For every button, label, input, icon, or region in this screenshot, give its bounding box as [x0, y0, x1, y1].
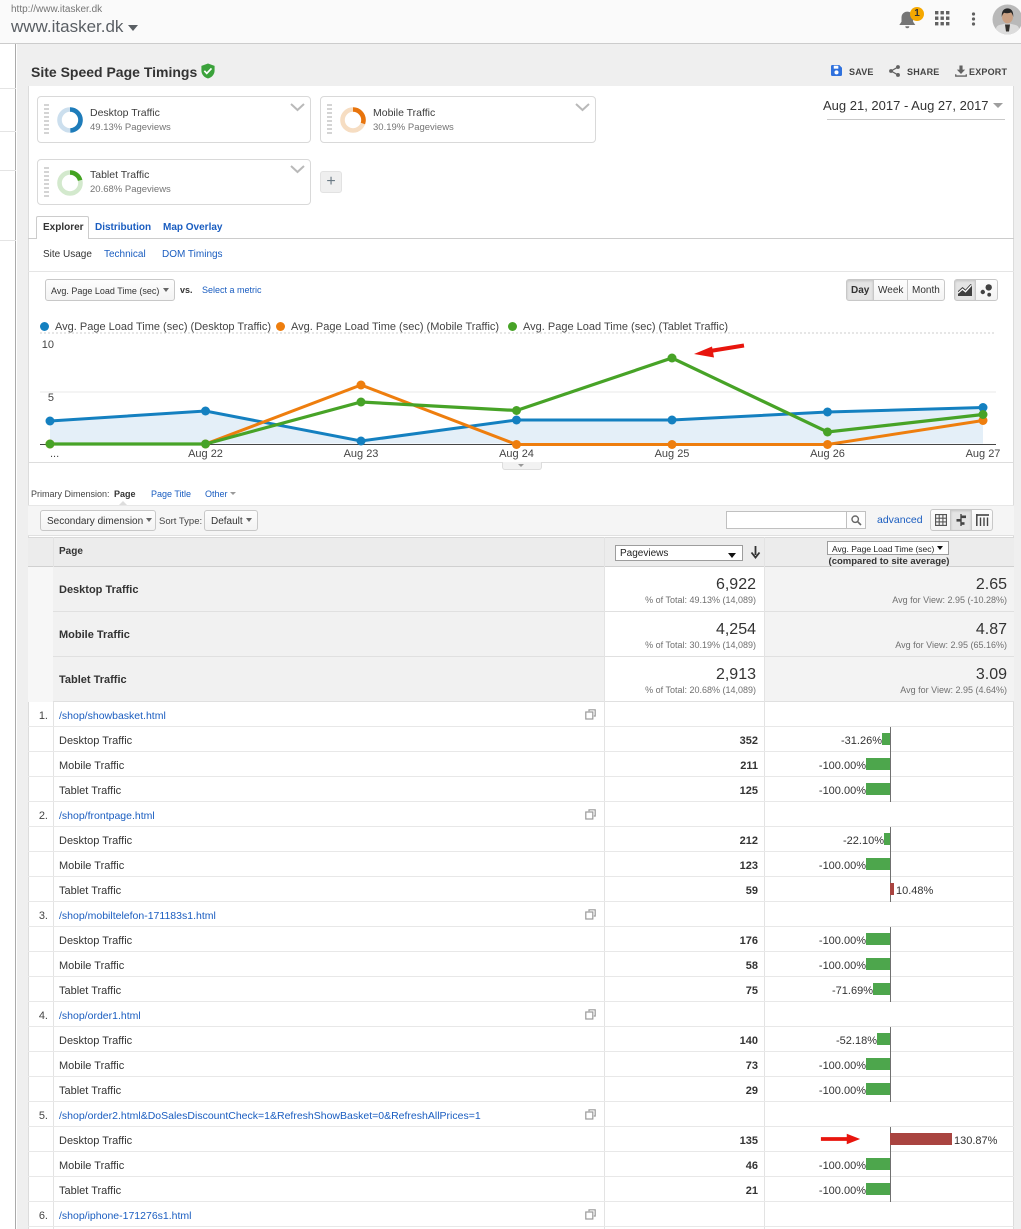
svg-text:Aug 27: Aug 27	[966, 448, 1001, 460]
svg-text:Aug 25: Aug 25	[655, 448, 690, 460]
svg-text:5: 5	[48, 392, 54, 404]
svg-text:...: ...	[50, 448, 59, 460]
svg-text:10: 10	[42, 339, 54, 351]
svg-text:Aug 23: Aug 23	[344, 448, 379, 460]
svg-text:Aug 26: Aug 26	[810, 448, 845, 460]
svg-text:Aug 22: Aug 22	[188, 448, 223, 460]
svg-text:Aug 24: Aug 24	[499, 448, 534, 460]
